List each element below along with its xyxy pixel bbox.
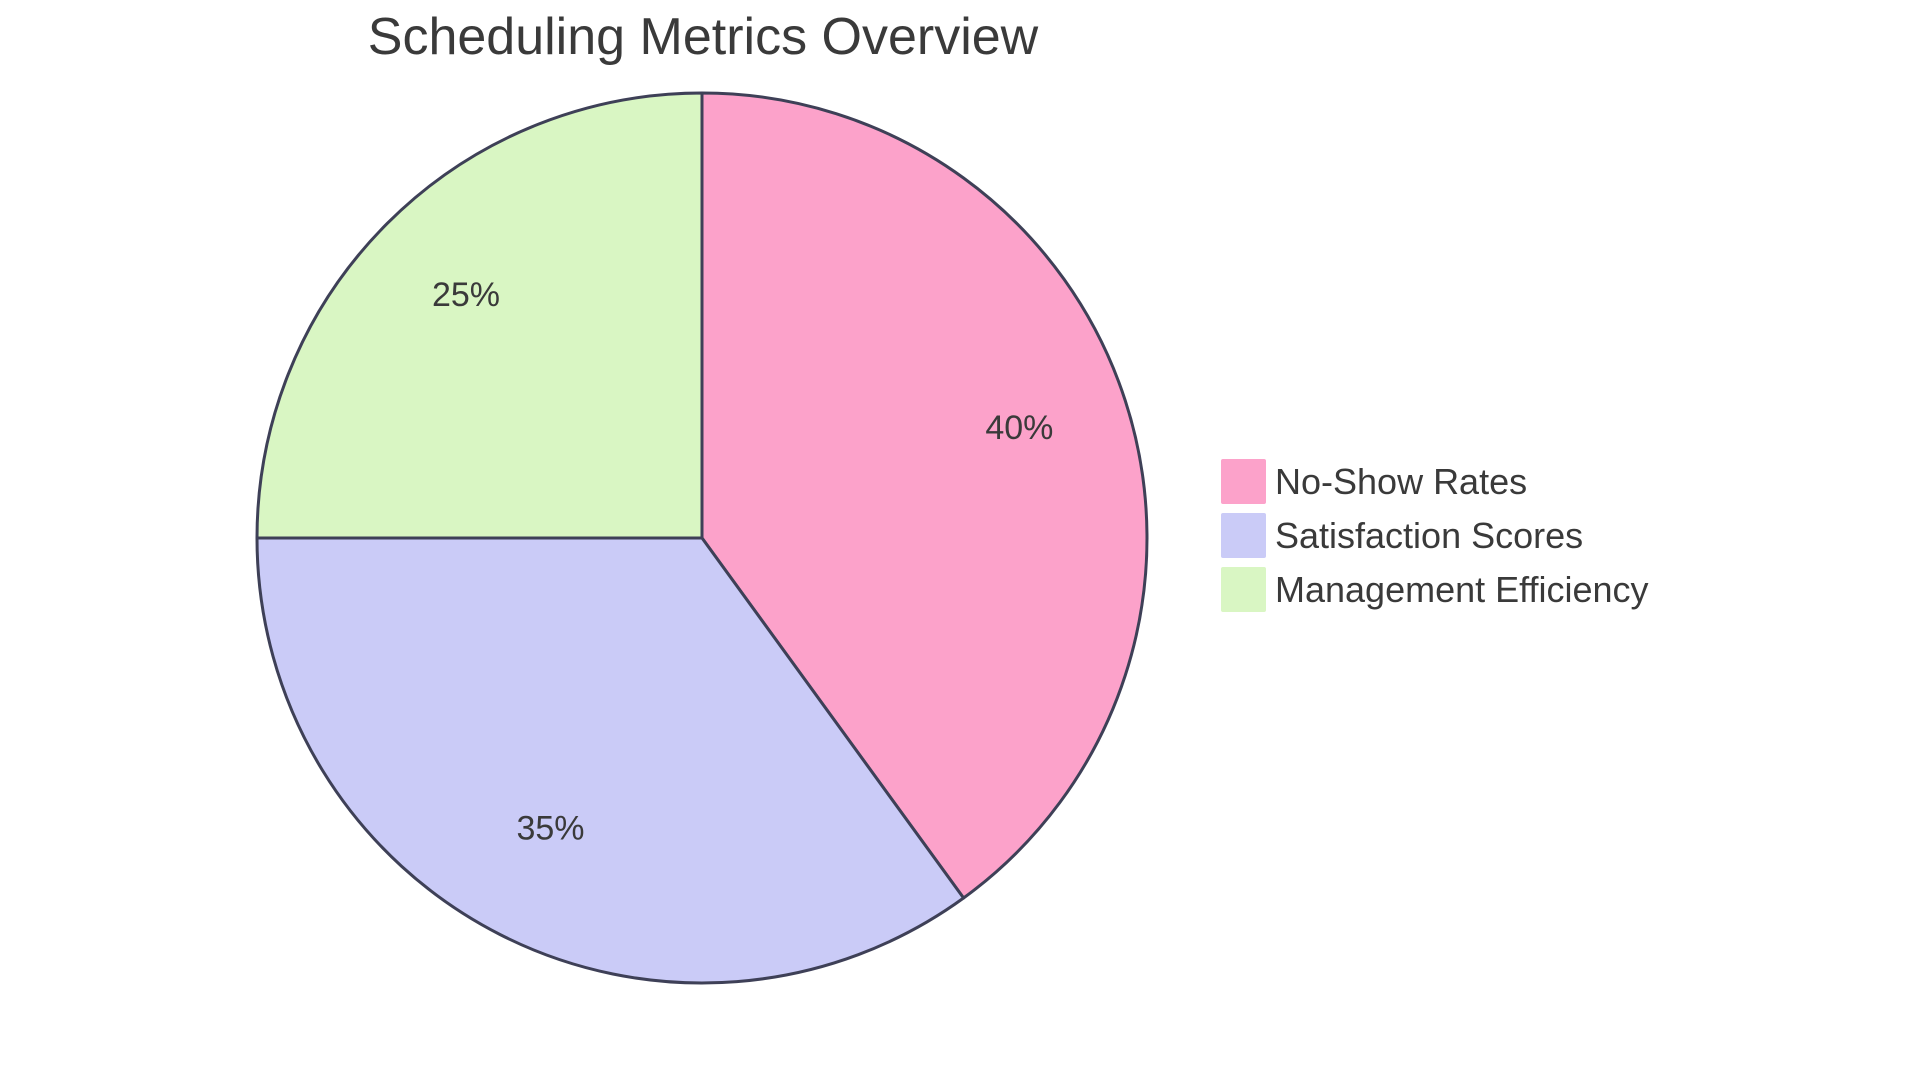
legend-swatch-management-efficiency [1221, 567, 1266, 612]
chart-title: Scheduling Metrics Overview [367, 8, 1039, 66]
slice-percent-label-no-show-rates: 40% [985, 409, 1053, 447]
legend-item-no-show-rates: No-Show Rates [1221, 459, 1649, 504]
legend-item-satisfaction-scores: Satisfaction Scores [1221, 513, 1649, 558]
legend-swatch-satisfaction-scores [1221, 513, 1266, 558]
legend: No-Show Rates Satisfaction Scores Manage… [1221, 459, 1649, 612]
slice-percent-label-management-efficiency: 25% [432, 276, 500, 314]
legend-label-satisfaction-scores: Satisfaction Scores [1275, 514, 1584, 556]
legend-swatch-no-show-rates [1221, 459, 1266, 504]
legend-item-management-efficiency: Management Efficiency [1221, 567, 1649, 612]
legend-label-no-show-rates: No-Show Rates [1275, 460, 1528, 502]
legend-label-management-efficiency: Management Efficiency [1275, 568, 1649, 610]
pie-slice-satisfaction-scores [255, 536, 966, 985]
pie-slice-management-efficiency [255, 91, 704, 540]
pie-slice-no-show-rates [700, 91, 1149, 900]
slice-percent-label-satisfaction-scores: 35% [516, 809, 584, 847]
